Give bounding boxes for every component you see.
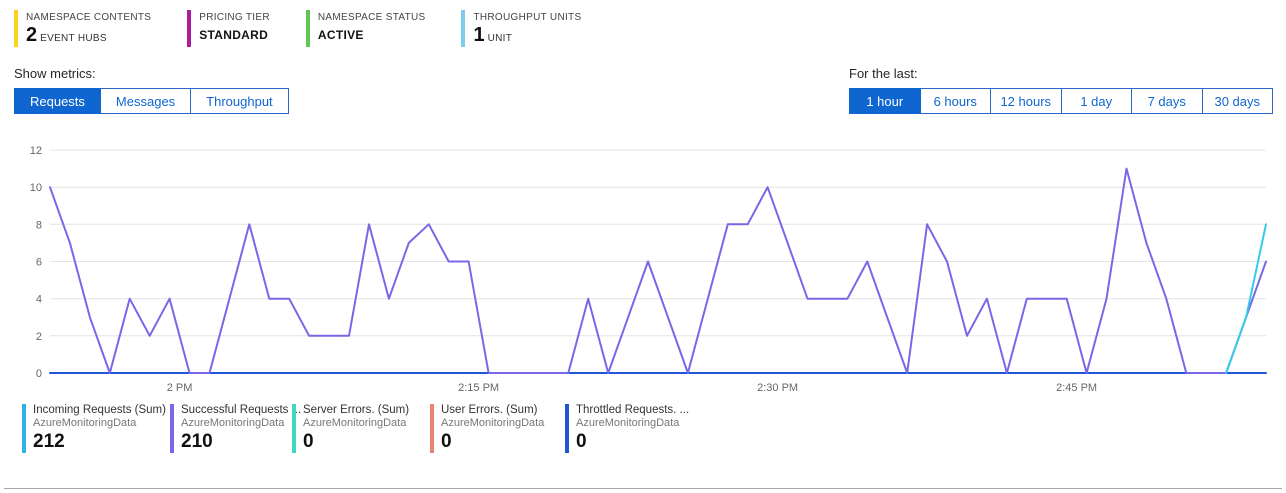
svg-text:0: 0 bbox=[36, 368, 42, 380]
kpi-pricing-tier[interactable]: PRICING TIER STANDARD bbox=[187, 10, 270, 47]
chart-legend: Incoming Requests (Sum) AzureMonitoringD… bbox=[0, 404, 1286, 466]
svg-text:8: 8 bbox=[36, 219, 42, 231]
legend-body: Throttled Requests. ... AzureMonitoringD… bbox=[576, 404, 689, 453]
legend-metric-name: Throttled Requests. ... bbox=[576, 404, 690, 416]
tab-messages[interactable]: Messages bbox=[99, 88, 192, 114]
kpi-body: NAMESPACE CONTENTS 2 EVENT HUBS bbox=[26, 10, 151, 47]
kpi-body: THROUGHPUT UNITS 1 UNIT bbox=[473, 10, 581, 47]
kpi-row: NAMESPACE CONTENTS 2 EVENT HUBS PRICING T… bbox=[14, 10, 581, 47]
bottom-divider bbox=[4, 488, 1282, 489]
kpi-label: NAMESPACE STATUS bbox=[317, 12, 426, 23]
kpi-label: PRICING TIER bbox=[199, 12, 270, 23]
legend-metric-source: AzureMonitoringData bbox=[33, 417, 137, 429]
show-metrics-label: Show metrics: bbox=[14, 66, 96, 81]
svg-text:2: 2 bbox=[36, 331, 42, 343]
svg-text:6: 6 bbox=[36, 257, 42, 269]
legend-color-bar bbox=[430, 404, 434, 453]
legend-metric-name: Incoming Requests (Sum) bbox=[33, 404, 166, 416]
legend-metric-source: AzureMonitoringData bbox=[576, 417, 680, 429]
kpi-namespace-status[interactable]: NAMESPACE STATUS ACTIVE bbox=[305, 10, 426, 47]
legend-metric-source: AzureMonitoringData bbox=[181, 417, 285, 429]
legend-metric-value: 0 bbox=[576, 431, 587, 452]
kpi-color-bar bbox=[187, 10, 192, 47]
legend-color-bar bbox=[565, 404, 569, 453]
chart-canvas: 0 2 4 6 8 10 12 2 PM 2:15 PM 2:30 PM 2:45 PM bbox=[30, 145, 1267, 394]
svg-text:2:30 PM: 2:30 PM bbox=[757, 382, 798, 394]
kpi-value: STANDARD bbox=[199, 28, 269, 42]
legend-color-bar bbox=[292, 404, 296, 453]
svg-text:2:15 PM: 2:15 PM bbox=[458, 382, 499, 394]
range-30-days[interactable]: 30 days bbox=[1201, 88, 1273, 114]
kpi-namespace-contents[interactable]: NAMESPACE CONTENTS 2 EVENT HUBS bbox=[14, 10, 151, 47]
legend-metric-value: 212 bbox=[33, 431, 65, 452]
legend-metric-name: Successful Requests ... bbox=[181, 404, 302, 416]
kpi-value: 2 bbox=[26, 24, 38, 46]
tab-throughput[interactable]: Throughput bbox=[190, 88, 289, 114]
requests-line-chart[interactable]: 0 2 4 6 8 10 12 2 PM 2:15 PM 2:30 PM 2:45 PM bbox=[0, 135, 1286, 405]
kpi-value: ACTIVE bbox=[317, 28, 364, 42]
legend-metric-source: AzureMonitoringData bbox=[303, 417, 407, 429]
svg-text:10: 10 bbox=[30, 182, 42, 194]
kpi-label: THROUGHPUT UNITS bbox=[473, 12, 582, 23]
legend-metric-name: User Errors. (Sum) bbox=[441, 404, 538, 416]
kpi-color-bar bbox=[14, 10, 18, 47]
legend-color-bar bbox=[22, 404, 26, 453]
range-6-hours[interactable]: 6 hours bbox=[919, 88, 991, 114]
legend-color-bar bbox=[170, 404, 174, 453]
time-range-group: 1 hour 6 hours 12 hours 1 day 7 days 30 … bbox=[849, 88, 1273, 114]
legend-body: Successful Requests ... AzureMonitoringD… bbox=[181, 404, 301, 453]
kpi-value: 1 bbox=[473, 24, 485, 46]
legend-body: Incoming Requests (Sum) AzureMonitoringD… bbox=[33, 404, 166, 453]
kpi-label: NAMESPACE CONTENTS bbox=[26, 12, 152, 23]
legend-successful-requests[interactable]: Successful Requests ... AzureMonitoringD… bbox=[170, 404, 301, 453]
legend-metric-name: Server Errors. (Sum) bbox=[303, 404, 410, 416]
legend-incoming-requests[interactable]: Incoming Requests (Sum) AzureMonitoringD… bbox=[22, 404, 166, 453]
tab-requests[interactable]: Requests bbox=[14, 88, 101, 114]
kpi-unit: EVENT HUBS bbox=[40, 33, 107, 44]
legend-metric-value: 210 bbox=[181, 431, 213, 452]
range-1-day[interactable]: 1 day bbox=[1060, 88, 1132, 114]
legend-body: User Errors. (Sum) AzureMonitoringData 0 bbox=[441, 404, 544, 453]
legend-body: Server Errors. (Sum) AzureMonitoringData… bbox=[303, 404, 409, 453]
svg-text:12: 12 bbox=[30, 145, 42, 157]
kpi-body: PRICING TIER STANDARD bbox=[199, 10, 270, 47]
range-7-days[interactable]: 7 days bbox=[1131, 88, 1203, 114]
kpi-body: NAMESPACE STATUS ACTIVE bbox=[318, 10, 426, 47]
kpi-unit: UNIT bbox=[487, 33, 513, 44]
svg-text:2 PM: 2 PM bbox=[167, 382, 193, 394]
time-range-label: For the last: bbox=[849, 66, 918, 81]
legend-metric-source: AzureMonitoringData bbox=[441, 417, 545, 429]
legend-metric-value: 0 bbox=[441, 431, 452, 452]
legend-throttled-requests[interactable]: Throttled Requests. ... AzureMonitoringD… bbox=[565, 404, 689, 453]
metric-tab-group: Requests Messages Throughput bbox=[14, 88, 289, 114]
svg-text:2:45 PM: 2:45 PM bbox=[1056, 382, 1097, 394]
svg-text:4: 4 bbox=[36, 294, 42, 306]
kpi-value-line: 1 UNIT bbox=[473, 24, 581, 47]
legend-server-errors[interactable]: Server Errors. (Sum) AzureMonitoringData… bbox=[292, 404, 409, 453]
kpi-color-bar bbox=[305, 10, 310, 47]
legend-user-errors[interactable]: User Errors. (Sum) AzureMonitoringData 0 bbox=[430, 404, 544, 453]
range-1-hour[interactable]: 1 hour bbox=[849, 88, 921, 114]
kpi-throughput-units[interactable]: THROUGHPUT UNITS 1 UNIT bbox=[461, 10, 581, 47]
legend-metric-value: 0 bbox=[303, 431, 314, 452]
kpi-value-line: 2 EVENT HUBS bbox=[26, 24, 151, 47]
kpi-color-bar bbox=[461, 10, 466, 47]
range-12-hours[interactable]: 12 hours bbox=[990, 88, 1062, 114]
